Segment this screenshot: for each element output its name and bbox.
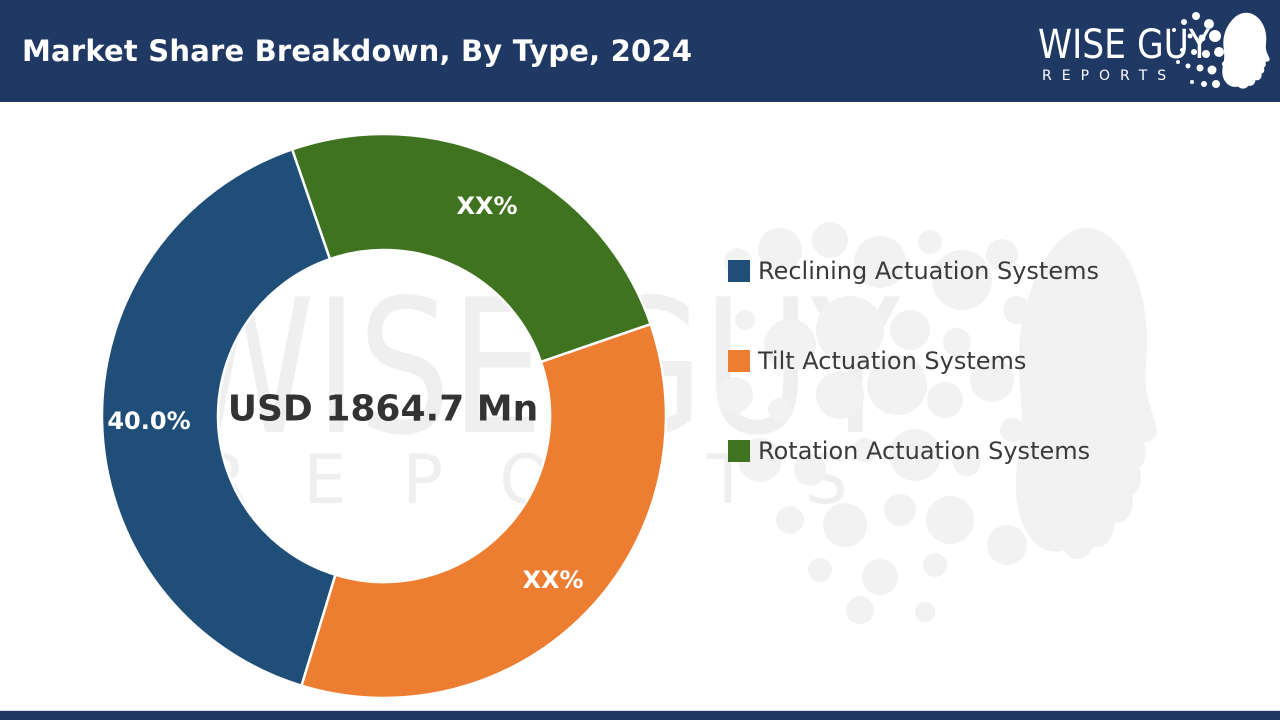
donut-segment-2[interactable] (290, 132, 652, 364)
logo-subword: REPORTS (1042, 68, 1176, 84)
page-title: Market Share Breakdown, By Type, 2024 (22, 34, 693, 68)
legend-item-tilt[interactable]: Tilt Actuation Systems (728, 347, 1026, 375)
donut-segment-1[interactable] (300, 322, 668, 700)
legend-label: Tilt Actuation Systems (758, 347, 1027, 375)
logo-wordmark: WISE GUY (1038, 22, 1210, 68)
logo-face-icon (1222, 12, 1270, 89)
watermark-dots (717, 222, 1031, 624)
segment-percent-label: XX% (522, 566, 583, 594)
legend-label: Reclining Actuation Systems (758, 257, 1099, 285)
footer-divider (0, 710, 1280, 711)
donut-segment-0[interactable] (100, 148, 337, 687)
footer-bar (0, 711, 1280, 720)
donut-center-value: USD 1864.7 Mn (227, 388, 539, 430)
wise-guy-logo: WISE GUY REPORTS (1038, 12, 1270, 89)
legend-swatch-rotation (728, 440, 750, 462)
legend-swatch-reclining (728, 260, 750, 282)
legend-swatch-tilt (728, 350, 750, 372)
segment-percent-label: 40.0% (107, 407, 190, 435)
legend-item-rotation[interactable]: Rotation Actuation Systems (728, 437, 1090, 465)
header-bar: Market Share Breakdown, By Type, 2024 (0, 0, 1280, 102)
segment-percent-label: XX% (456, 192, 517, 220)
legend-label: Rotation Actuation Systems (758, 437, 1091, 465)
legend-item-reclining[interactable]: Reclining Actuation Systems (728, 257, 1099, 285)
